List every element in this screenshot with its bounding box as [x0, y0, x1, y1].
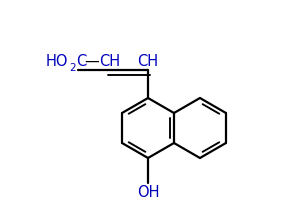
Text: CH: CH: [99, 54, 120, 69]
Text: 2: 2: [69, 63, 76, 73]
Text: —: —: [85, 54, 99, 69]
Text: OH: OH: [137, 185, 159, 200]
Text: C: C: [76, 54, 86, 69]
Text: CH: CH: [137, 54, 159, 69]
Text: HO: HO: [45, 54, 68, 69]
